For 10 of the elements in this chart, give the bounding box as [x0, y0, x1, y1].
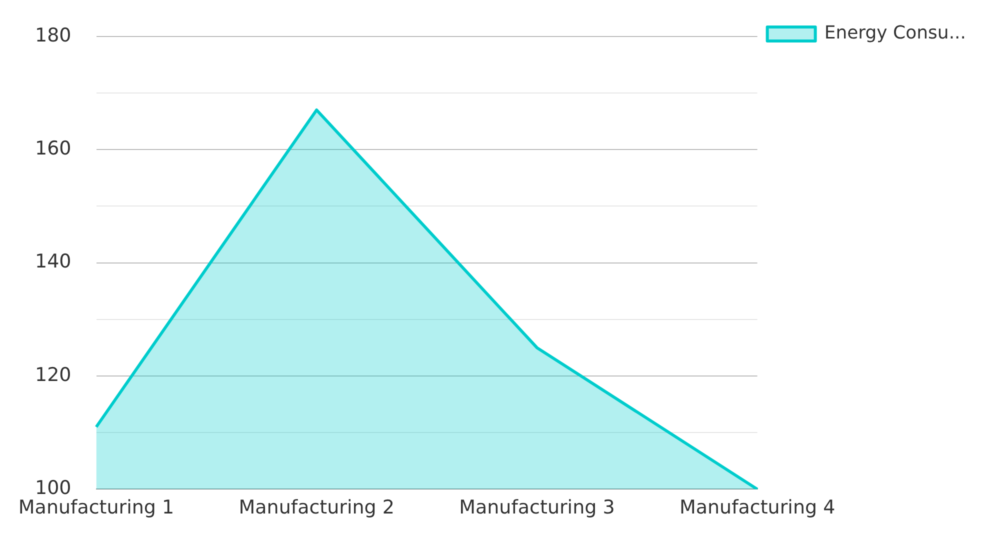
- y-tick-label: 120: [35, 364, 72, 386]
- x-tick-label: Manufacturing 3: [459, 496, 615, 519]
- y-tick-label: 160: [35, 138, 72, 160]
- x-tick-label: Manufacturing 4: [679, 496, 836, 519]
- y-tick-label: 100: [35, 477, 72, 500]
- x-tick-label: Manufacturing 1: [18, 496, 174, 519]
- legend-label: Energy Consu...: [824, 22, 966, 44]
- y-tick-label: 180: [35, 24, 72, 46]
- y-tick-label: 140: [35, 250, 72, 273]
- x-tick-label: Manufacturing 2: [238, 496, 394, 519]
